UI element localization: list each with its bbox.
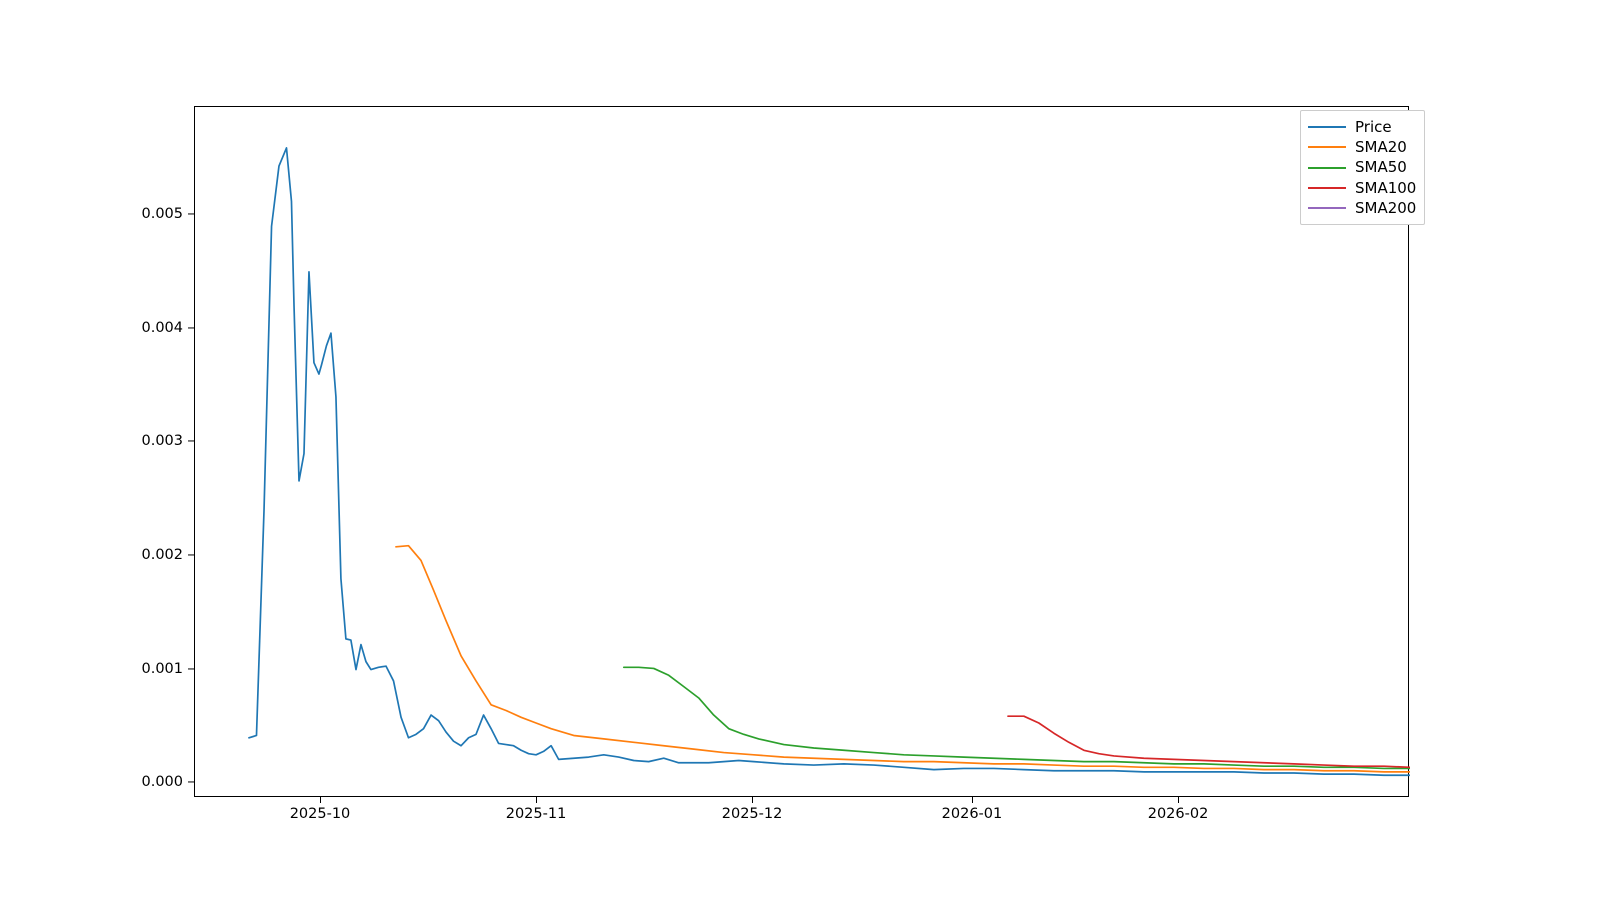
x-tick-label: 2025-10: [289, 806, 351, 822]
legend-swatch-price: [1308, 126, 1346, 129]
chart-legend[interactable]: Price SMA20 SMA50 SMA100 SMA200: [1300, 110, 1426, 226]
chart-plot-area: [195, 107, 1410, 798]
legend-item-price[interactable]: Price: [1308, 117, 1416, 137]
y-tick-label: 0.000: [141, 774, 183, 791]
x-tick-label: 2025-12: [721, 806, 783, 822]
series-line-sma20: [396, 546, 1410, 772]
legend-item-sma50[interactable]: SMA50: [1308, 158, 1416, 178]
y-tick-label: 0.004: [141, 319, 183, 336]
legend-item-sma200[interactable]: SMA200: [1308, 198, 1416, 218]
legend-label: SMA50: [1355, 158, 1407, 177]
plot-axes: [194, 106, 1409, 797]
legend-label: SMA20: [1355, 137, 1407, 156]
legend-swatch-sma20: [1308, 146, 1346, 149]
y-tick-label: 0.005: [141, 205, 183, 222]
x-tick-label: 2025-11: [505, 806, 567, 822]
y-tick-label: 0.001: [141, 660, 183, 677]
y-tick-label: 0.003: [141, 433, 183, 450]
series-line-sma100: [1008, 716, 1410, 767]
x-tick-label: 2026-02: [1147, 806, 1209, 822]
x-tick-label: 2026-01: [941, 806, 1003, 822]
legend-swatch-sma50: [1308, 166, 1346, 169]
y-tick-label: 0.002: [141, 546, 183, 563]
series-line-sma50: [624, 667, 1410, 768]
legend-label: SMA100: [1355, 178, 1417, 197]
legend-label: SMA200: [1355, 198, 1417, 217]
legend-swatch-sma200: [1308, 207, 1346, 210]
legend-item-sma100[interactable]: SMA100: [1308, 178, 1416, 198]
series-line-price: [249, 148, 1410, 775]
legend-item-sma20[interactable]: SMA20: [1308, 137, 1416, 157]
legend-swatch-sma100: [1308, 187, 1346, 190]
legend-label: Price: [1355, 117, 1392, 136]
